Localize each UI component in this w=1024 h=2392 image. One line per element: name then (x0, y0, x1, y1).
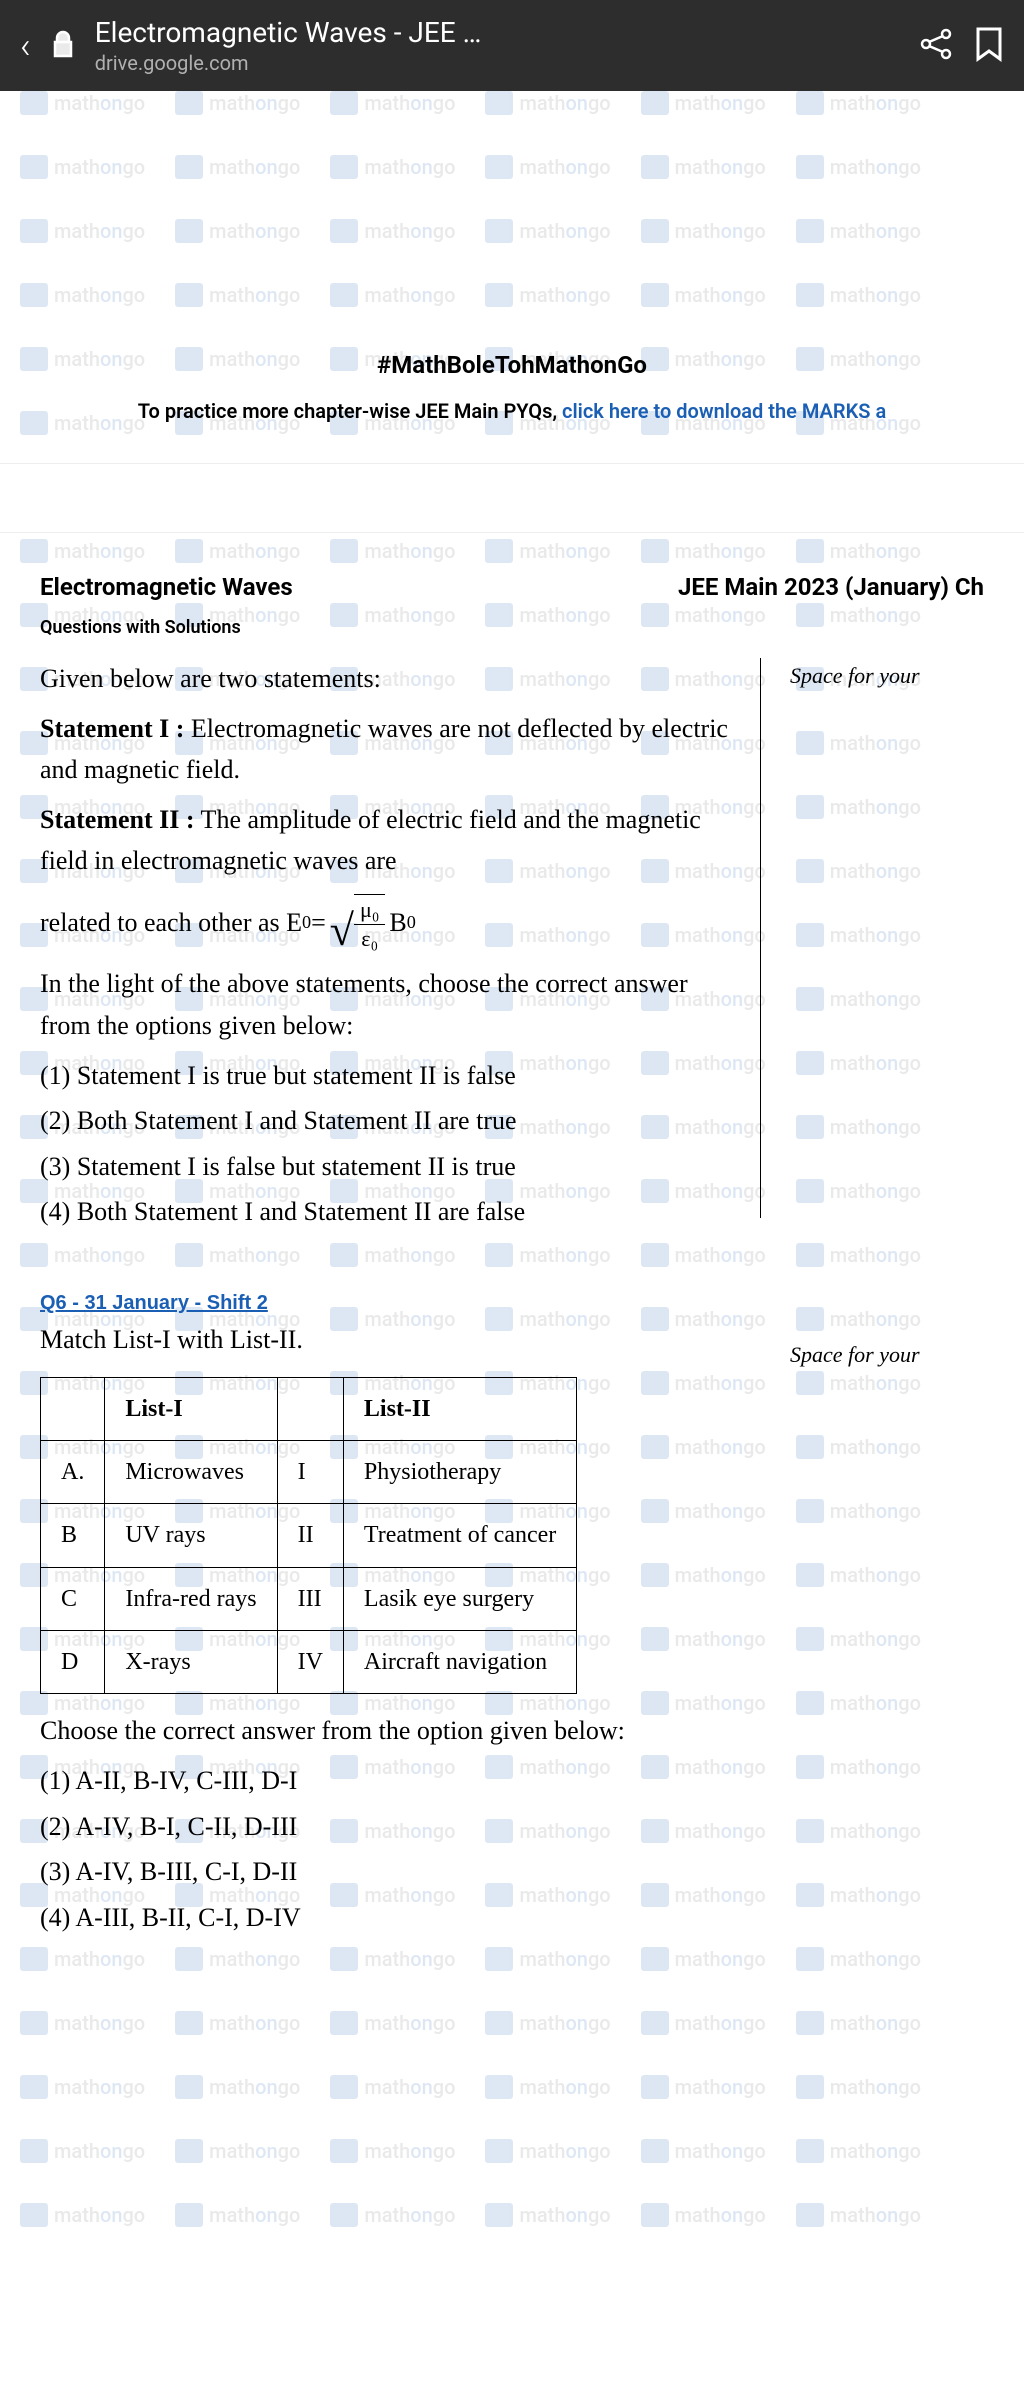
q5-formula: related to each other as E0 = √ μ₀ ε₀ B0 (40, 894, 740, 951)
back-icon[interactable]: ‹ (20, 25, 31, 67)
page-title: Electromagnetic Waves - JEE … (95, 16, 898, 49)
bookmark-icon[interactable] (974, 26, 1004, 66)
document-content: mathongomathongomathongomathongomathongo… (0, 91, 1024, 2371)
q5-light: In the light of the above statements, ch… (40, 963, 740, 1046)
question-6: Q6 - 31 January - Shift 2 Space for your… (0, 1287, 1024, 1963)
th-list2: List-II (343, 1377, 576, 1440)
q5-opt1: (1) Statement I is true but statement II… (40, 1055, 740, 1097)
table-row: C Infra-red rays III Lasik eye surgery (41, 1567, 577, 1630)
browser-header: ‹ Electromagnetic Waves - JEE … drive.go… (0, 0, 1024, 91)
side-rule (760, 658, 761, 1218)
page-divider (0, 463, 1024, 533)
q5-opt3: (3) Statement I is false but statement I… (40, 1146, 740, 1188)
url-area[interactable]: Electromagnetic Waves - JEE … drive.goog… (95, 16, 898, 75)
q5-statement-2: Statement II : The amplitude of electric… (40, 799, 740, 882)
q6-opt2: (2) A-IV, B-I, C-II, D-III (40, 1806, 740, 1848)
table-row: B UV rays II Treatment of cancer (41, 1504, 577, 1567)
hashtag: #MathBoleTohMathonGo (0, 351, 1024, 379)
exam-title: JEE Main 2023 (January) Ch (678, 573, 984, 601)
url-text: drive.google.com (95, 51, 898, 75)
space-for-work: Space for your (790, 658, 920, 693)
q5-opt2: (2) Both Statement I and Statement II ar… (40, 1100, 740, 1142)
practice-prefix: To practice more chapter-wise JEE Main P… (138, 399, 562, 423)
practice-line: To practice more chapter-wise JEE Main P… (0, 399, 1024, 423)
th-list1: List-I (105, 1377, 277, 1440)
table-row: A. Microwaves I Physiotherapy (41, 1440, 577, 1503)
table-header-row: List-I List-II (41, 1377, 577, 1440)
topic-title: Electromagnetic Waves (40, 573, 293, 601)
subtitle: Questions with Solutions (0, 617, 1024, 638)
q6-label: Q6 - 31 January - Shift 2 (40, 1287, 984, 1319)
match-table: List-I List-II A. Microwaves I Physiothe… (40, 1377, 577, 1695)
space-for-work-2: Space for your (790, 1337, 920, 1372)
q6-opt1: (1) A-II, B-IV, C-III, D-I (40, 1760, 740, 1802)
section-header: Electromagnetic Waves JEE Main 2023 (Jan… (0, 573, 1024, 601)
lock-icon (51, 30, 75, 62)
q6-choose: Choose the correct answer from the optio… (40, 1710, 740, 1752)
share-icon[interactable] (918, 26, 954, 66)
q6-match: Match List-I with List-II. (40, 1319, 740, 1361)
question-5: Space for your Given below are two state… (0, 638, 1024, 1257)
q6-opt4: (4) A-III, B-II, C-I, D-IV (40, 1897, 740, 1939)
q5-opt4: (4) Both Statement I and Statement II ar… (40, 1191, 740, 1233)
q5-statement-1: Statement I : Electromagnetic waves are … (40, 708, 740, 791)
download-link[interactable]: click here to download the MARKS a (562, 399, 886, 423)
q6-opt3: (3) A-IV, B-III, C-I, D-II (40, 1851, 740, 1893)
q5-intro: Given below are two statements: (40, 658, 740, 700)
table-row: D X-rays IV Aircraft navigation (41, 1631, 577, 1694)
